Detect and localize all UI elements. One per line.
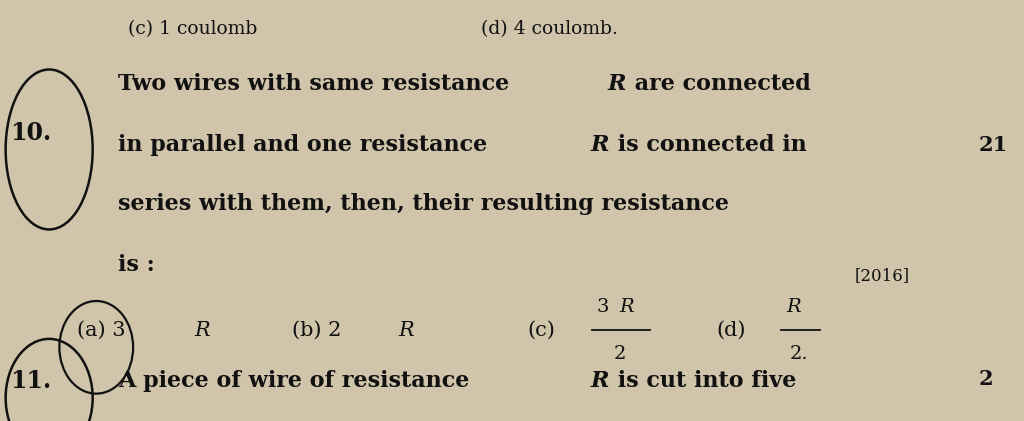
Text: 2: 2 bbox=[979, 369, 993, 389]
Text: [2016]: [2016] bbox=[855, 267, 910, 284]
Text: R: R bbox=[620, 298, 634, 316]
Text: A piece of wire of resistance: A piece of wire of resistance bbox=[118, 370, 477, 392]
Text: R: R bbox=[607, 73, 626, 95]
Text: 3: 3 bbox=[597, 298, 609, 316]
Text: R: R bbox=[591, 370, 609, 392]
Text: Two wires with same resistance: Two wires with same resistance bbox=[118, 73, 517, 95]
Text: series with them, then, their resulting resistance: series with them, then, their resulting … bbox=[118, 193, 729, 215]
Text: is :: is : bbox=[118, 254, 155, 276]
Text: (d): (d) bbox=[717, 321, 746, 340]
Text: (c) 1 coulomb: (c) 1 coulomb bbox=[128, 21, 257, 38]
Text: is cut into five: is cut into five bbox=[610, 370, 797, 392]
Text: (c): (c) bbox=[527, 321, 555, 340]
Text: (a) 3: (a) 3 bbox=[77, 321, 125, 340]
Text: 11.: 11. bbox=[10, 369, 51, 393]
Text: is connected in: is connected in bbox=[610, 134, 807, 156]
Text: R: R bbox=[398, 321, 414, 340]
Text: R: R bbox=[195, 321, 210, 340]
Text: (b) 2: (b) 2 bbox=[292, 321, 341, 340]
Text: 2: 2 bbox=[613, 345, 626, 362]
Text: 10.: 10. bbox=[10, 120, 51, 145]
Text: 2.: 2. bbox=[790, 345, 808, 362]
Text: are connected: are connected bbox=[627, 73, 810, 95]
Text: R: R bbox=[591, 134, 609, 156]
Text: 21: 21 bbox=[979, 135, 1009, 155]
Text: (d) 4 coulomb.: (d) 4 coulomb. bbox=[481, 21, 618, 38]
Text: in parallel and one resistance: in parallel and one resistance bbox=[118, 134, 495, 156]
Text: R: R bbox=[786, 298, 801, 316]
